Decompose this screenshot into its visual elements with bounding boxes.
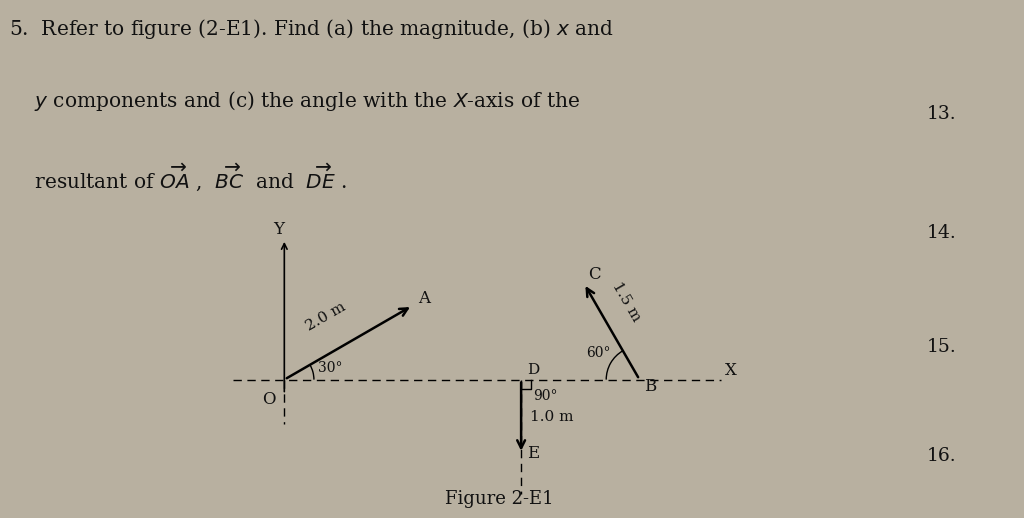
Text: Figure 2-E1: Figure 2-E1 bbox=[444, 490, 553, 508]
Text: 90°: 90° bbox=[532, 390, 557, 404]
Text: 60°: 60° bbox=[586, 347, 610, 361]
Text: resultant of $\overrightarrow{OA}$ ,  $\overrightarrow{BC}$  and  $\overrightarr: resultant of $\overrightarrow{OA}$ , $\o… bbox=[9, 162, 347, 193]
Text: B: B bbox=[644, 378, 656, 395]
Text: 2.0 m: 2.0 m bbox=[304, 300, 348, 334]
Text: A: A bbox=[419, 290, 430, 307]
Text: 13.: 13. bbox=[927, 105, 956, 123]
Text: 14.: 14. bbox=[927, 224, 956, 242]
Text: $y$ components and (c) the angle with the $X$-axis of the: $y$ components and (c) the angle with th… bbox=[9, 89, 580, 113]
Text: 15.: 15. bbox=[927, 338, 956, 356]
Text: X: X bbox=[725, 362, 736, 379]
Text: C: C bbox=[588, 266, 600, 283]
Text: E: E bbox=[527, 445, 540, 462]
Text: O: O bbox=[262, 391, 275, 408]
Text: 1.0 m: 1.0 m bbox=[530, 410, 573, 424]
Text: 30°: 30° bbox=[317, 361, 342, 375]
Text: 16.: 16. bbox=[927, 447, 956, 465]
Text: 5.  Refer to figure (2-E1). Find (a) the magnitude, (b) $x$ and: 5. Refer to figure (2-E1). Find (a) the … bbox=[9, 17, 613, 40]
Text: Y: Y bbox=[273, 221, 284, 238]
Text: D: D bbox=[527, 363, 540, 377]
Text: 1.5 m: 1.5 m bbox=[609, 280, 643, 324]
